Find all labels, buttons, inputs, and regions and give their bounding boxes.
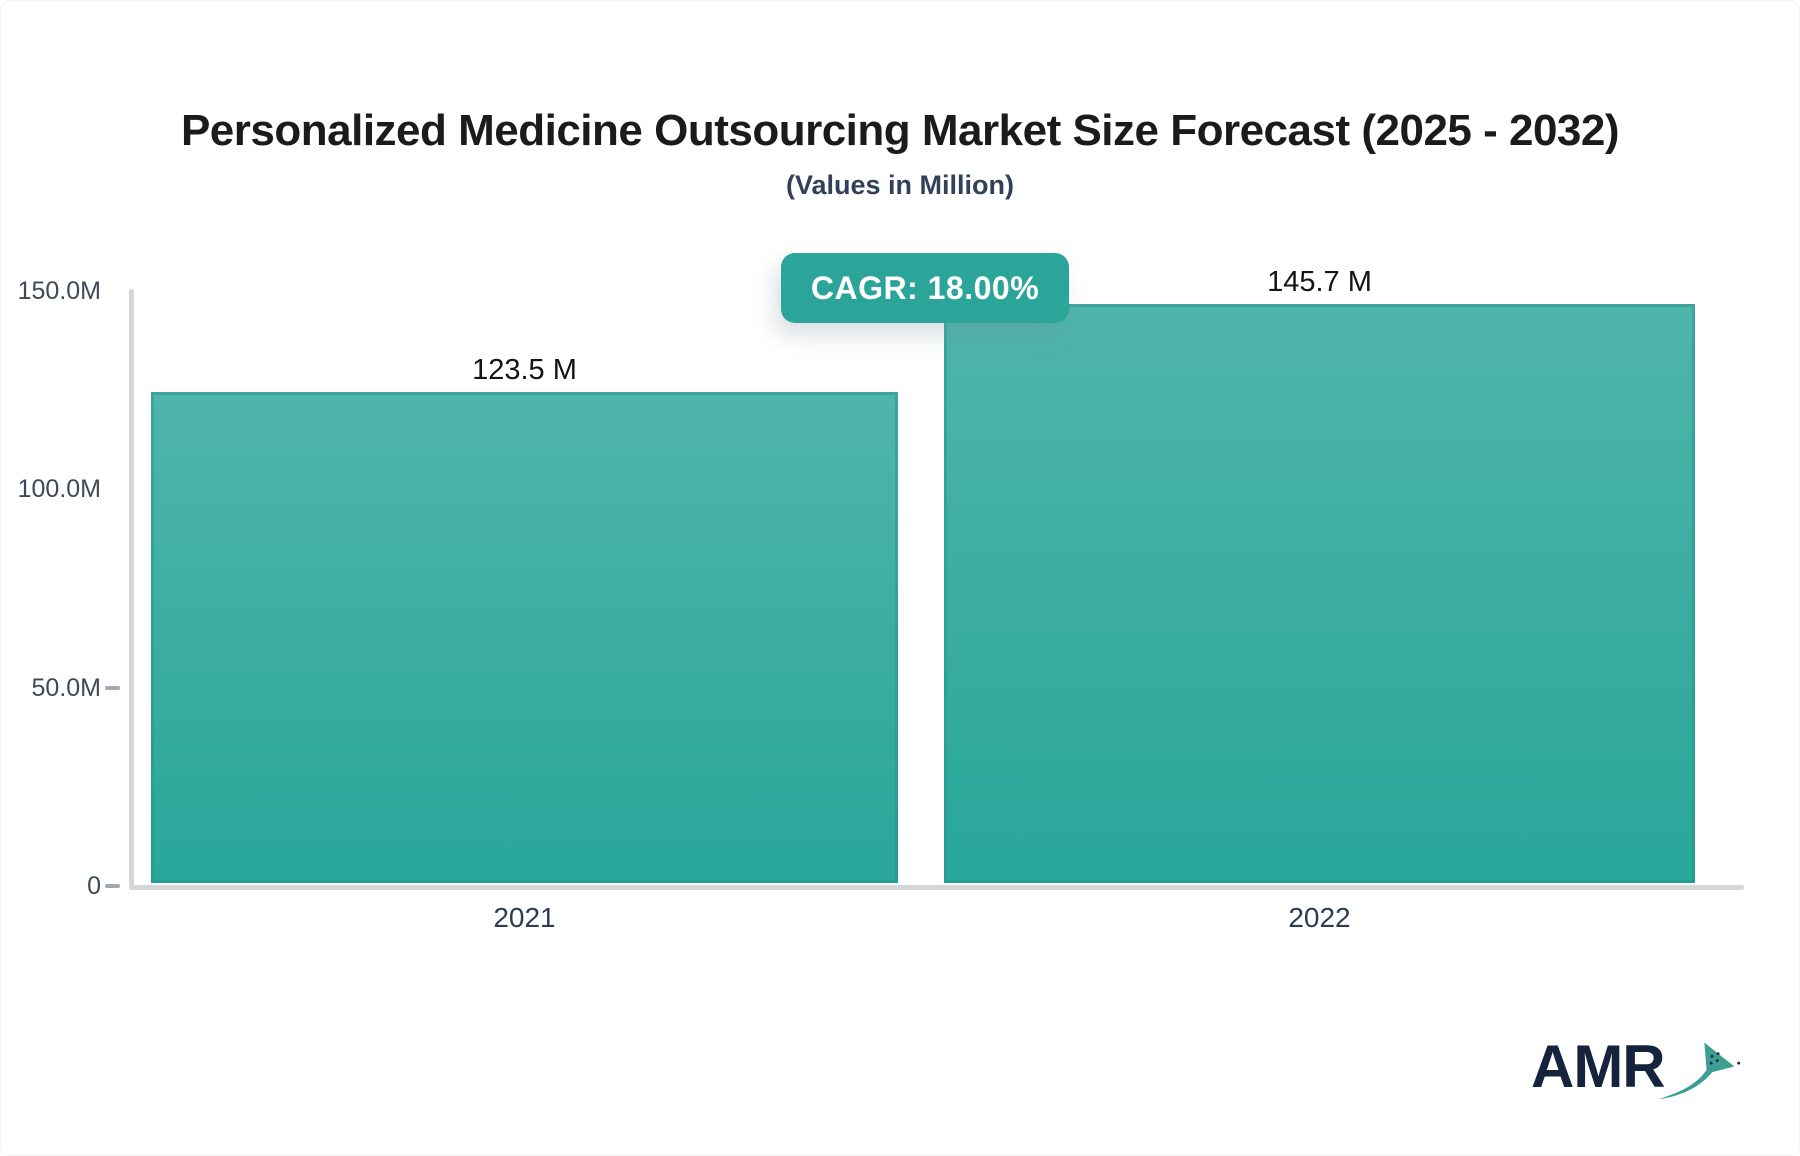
- y-tick-label-150: 150.0M: [17, 277, 101, 305]
- bar-2021: 123.5 M: [151, 354, 898, 883]
- growth-arrow-icon: [1658, 1042, 1740, 1100]
- x-axis-line: [129, 885, 1744, 890]
- x-category-label-2022: 2022: [1288, 902, 1351, 933]
- bar-fill-2022: [944, 304, 1695, 883]
- x-category-label-2021: 2021: [493, 902, 556, 933]
- bar-value-label-2021: 123.5 M: [472, 354, 577, 386]
- cagr-badge: CAGR: 18.00%: [781, 253, 1069, 323]
- amr-logo-text: AMR: [1531, 1033, 1666, 1100]
- y-tick-label-0: 0: [87, 872, 101, 900]
- y-tick-mark-50: [105, 686, 120, 690]
- y-tick-mark-0: [105, 884, 120, 888]
- amr-logo: AMR: [1531, 1033, 1743, 1100]
- bar-value-label-2022: 145.7 M: [1267, 266, 1372, 298]
- y-tick-label-50: 50.0M: [31, 674, 101, 702]
- y-axis-line: [129, 289, 134, 887]
- bar-fill-2021: [151, 392, 898, 883]
- bar-2022: 145.7 M: [944, 266, 1695, 883]
- chart-title: Personalized Medicine Outsourcing Market…: [180, 106, 1620, 155]
- chart-subtitle: (Values in Million): [785, 170, 1015, 200]
- y-tick-label-100: 100.0M: [17, 475, 101, 503]
- cagr-badge-label: CAGR: 18.00%: [810, 269, 1040, 306]
